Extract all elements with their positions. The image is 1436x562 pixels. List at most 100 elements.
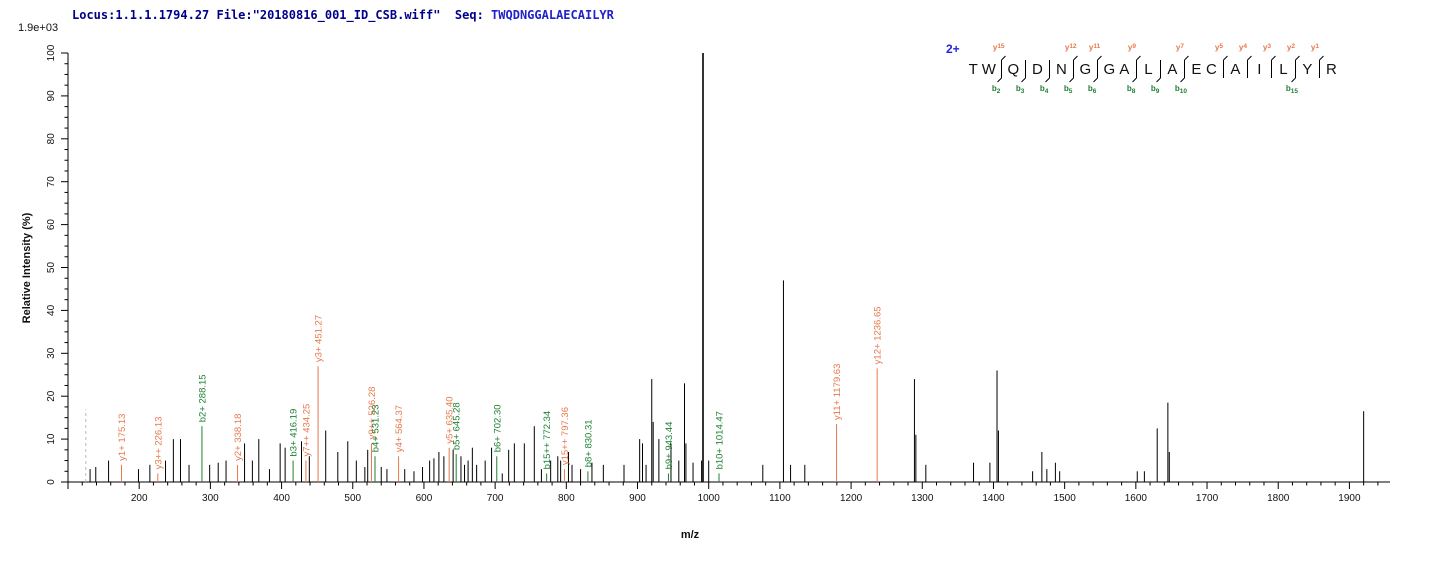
b-ion-tag: b2 xyxy=(991,84,1001,95)
sequence-text: TWQDNGGALAECAILYR xyxy=(491,8,614,22)
y-axis-title: Relative Intensity (%) xyxy=(21,212,33,323)
residue-letter: G xyxy=(1103,60,1116,78)
fragmentation-mark: y15 b2 xyxy=(992,43,1006,95)
cut-line-icon xyxy=(1045,60,1050,83)
y-ion-tag: y5 xyxy=(1214,43,1223,52)
x-tick-label: 1900 xyxy=(1338,493,1361,504)
cut-line-icon xyxy=(1069,55,1078,83)
residue-letter: A xyxy=(1167,60,1178,78)
cut-line-icon xyxy=(1156,60,1161,83)
cut-line-icon xyxy=(1318,55,1324,78)
b-ion-peak-label: b9+ 943.44 xyxy=(664,422,675,470)
cut-line-icon xyxy=(1270,55,1276,78)
residue-letter: Q xyxy=(1007,60,1020,78)
y-tick-label: 70 xyxy=(46,176,57,188)
fragmentation-mark: y4 xyxy=(1239,43,1252,82)
fragmentation-mark: b3 xyxy=(1016,56,1030,95)
x-axis-title: m/z xyxy=(681,529,700,541)
fragmentation-mark: y2 b15 xyxy=(1286,43,1300,95)
x-tick-label: 800 xyxy=(558,493,575,504)
x-tick-label: 600 xyxy=(416,493,433,504)
residue-letter: W xyxy=(981,60,996,78)
y-ion-peak-label: y12+ 1236.65 xyxy=(873,306,884,364)
y-ion-tag: y3 xyxy=(1262,43,1271,52)
y-ion-tag: y1 xyxy=(1310,43,1319,52)
precursor-charge: 2+ xyxy=(946,42,960,56)
y-ion-tag: y15 xyxy=(992,43,1005,52)
fragmentation-mark: b4 xyxy=(1040,56,1054,95)
y-ion-tag: y11 xyxy=(1088,43,1101,52)
b-ion-tag: b6 xyxy=(1087,84,1097,95)
y-tick-label: 80 xyxy=(46,133,57,145)
b-ion-peak-label: b3+ 416.19 xyxy=(289,409,300,457)
y-ion-peak-label: y3++ 226.13 xyxy=(153,417,164,470)
b-ion-peak-label: b6+ 702.30 xyxy=(492,404,503,452)
residue-letter: N xyxy=(1055,60,1067,78)
y-ion-tag: y12 xyxy=(1064,43,1077,52)
x-tick-label: 200 xyxy=(131,493,148,504)
y-ion-peak-label: y2+ 338.18 xyxy=(233,414,244,461)
x-tick-label: 300 xyxy=(202,493,219,504)
x-tick-label: 1300 xyxy=(911,493,934,504)
x-tick-label: 1400 xyxy=(982,493,1005,504)
b-ion-tag: b10 xyxy=(1174,84,1187,95)
x-tick-label: 900 xyxy=(629,493,646,504)
b-ion-peak-label: b4+ 531.23 xyxy=(370,404,381,452)
residue-letter: T xyxy=(968,60,978,78)
cut-line-icon xyxy=(1291,55,1300,83)
fragmentation-mark: y11 b6 xyxy=(1088,43,1102,95)
x-tick-label: 500 xyxy=(344,493,361,504)
y-tick-label: 30 xyxy=(46,347,57,359)
b-ion-tag: b15 xyxy=(1285,84,1298,95)
residue-letter: G xyxy=(1079,60,1092,78)
x-tick-label: 400 xyxy=(273,493,290,504)
fragmentation-mark: y7 b10 xyxy=(1175,43,1189,95)
y-tick-label: 100 xyxy=(46,44,57,61)
b-ion-peak-label: b8+ 830.31 xyxy=(583,419,594,467)
y-tick-label: 10 xyxy=(46,433,57,445)
y-ion-tag: y2 xyxy=(1286,43,1295,52)
y-tick-label: 0 xyxy=(46,479,57,485)
fragmentation-mark: b9 xyxy=(1151,56,1165,95)
residue-letter: A xyxy=(1119,60,1130,78)
residue-letter: I xyxy=(1257,60,1262,78)
fragmentation-mark: y3 xyxy=(1263,43,1276,82)
locus-file-text: Locus:1.1.1.1794.27 File:"20180816_001_I… xyxy=(72,8,441,22)
fragmentation-mark: y1 xyxy=(1311,43,1324,82)
x-tick-label: 1700 xyxy=(1196,493,1219,504)
x-tick-label: 1100 xyxy=(769,493,791,504)
y-ion-peak-label: y1+ 175.13 xyxy=(117,414,128,461)
b-ion-tag: b3 xyxy=(1015,84,1025,95)
residue-letter: L xyxy=(1279,60,1288,78)
base-peak-intensity: 1.9e+03 xyxy=(18,22,59,34)
y-ion-peak-label: y9++ 526.28 xyxy=(367,387,378,440)
y-ion-tag: y4 xyxy=(1238,43,1247,52)
b-ion-peak-label: b15++ 772.34 xyxy=(542,411,553,470)
fragmentation-mark: y9 b8 xyxy=(1127,43,1141,95)
b-ion-peak-label: b2+ 288.15 xyxy=(197,374,208,422)
y-ion-peak-label: y11+ 1179.63 xyxy=(832,364,843,420)
residue-letter: E xyxy=(1191,60,1202,78)
cut-line-icon xyxy=(1021,60,1026,83)
b-ion-tag: b5 xyxy=(1063,84,1073,95)
b-ion-tag: b9 xyxy=(1150,84,1160,95)
residue-letter: L xyxy=(1144,60,1153,78)
y-ion-peak-label: y5+ 635.40 xyxy=(445,396,456,443)
b-ion-peak-label: b10+ 1014.47 xyxy=(715,411,726,469)
y-tick-label: 20 xyxy=(46,390,57,402)
residue-letter: Y xyxy=(1302,60,1313,78)
y-ion-peak-label: y7++ 434.25 xyxy=(301,404,312,457)
x-tick-label: 1500 xyxy=(1054,493,1077,504)
y-ion-peak-label: y4+ 564.37 xyxy=(394,405,405,452)
x-tick-label: 1200 xyxy=(840,493,863,504)
y-tick-label: 40 xyxy=(46,304,57,316)
y-tick-label: 90 xyxy=(46,90,57,102)
cut-line-icon xyxy=(1180,55,1189,83)
b-ion-tag: b4 xyxy=(1039,84,1049,95)
y-ion-tag: y7 xyxy=(1175,43,1184,52)
residue-letter: C xyxy=(1205,60,1217,78)
spectrum-header: Locus:1.1.1.1794.27 File:"20180816_001_I… xyxy=(72,8,614,22)
